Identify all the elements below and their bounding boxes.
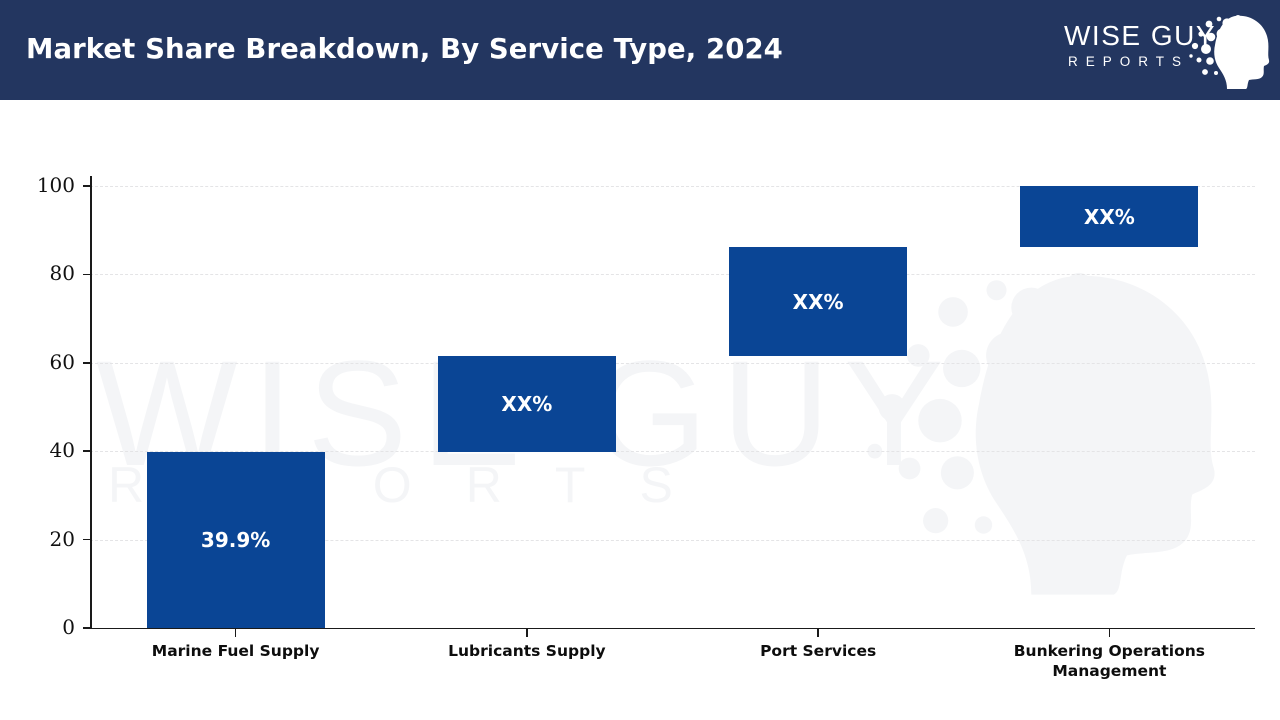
bar-1[interactable]: 39.9% <box>146 451 325 628</box>
dotted-head-silhouette-icon <box>1189 15 1270 89</box>
y-tick-mark <box>83 627 90 629</box>
x-tick-label: Bunkering Operations Management <box>1013 642 1206 680</box>
gridline <box>90 451 1255 453</box>
y-axis-line <box>90 176 92 629</box>
y-tick-label: 80 <box>49 261 75 286</box>
brand-logo-secondary-text: REPORTS <box>1068 54 1190 69</box>
y-tick-mark <box>83 538 90 541</box>
y-tick-label: 20 <box>49 526 75 551</box>
brand-logo: WISE GUY REPORTS <box>1060 8 1275 92</box>
gridline <box>90 539 1255 541</box>
x-tick-label: Lubricants Supply <box>448 642 606 660</box>
y-tick-mark <box>83 273 90 276</box>
x-tick-label: Marine Fuel Supply <box>151 642 320 660</box>
chart-plot-area: WISE GUY REPORTS <box>0 100 1280 720</box>
y-tick-label: 40 <box>49 438 75 463</box>
gridline <box>90 274 1255 276</box>
bar-value-label: XX% <box>1083 204 1135 229</box>
y-tick-label: 0 <box>62 615 75 639</box>
brand-logo-primary-text: WISE GUY <box>1064 20 1217 51</box>
x-tick-mark <box>234 629 237 637</box>
x-tick-mark <box>526 629 528 637</box>
bar-value-label: XX% <box>792 289 844 314</box>
y-tick-label: 60 <box>49 349 75 374</box>
gridline <box>90 186 1255 187</box>
bar-4[interactable]: XX% <box>1020 186 1199 248</box>
y-tick-mark <box>83 450 90 452</box>
gridline <box>90 362 1255 364</box>
y-tick-label: 100 <box>36 173 75 197</box>
x-axis-line <box>90 627 1255 630</box>
y-tick-mark <box>83 362 90 364</box>
x-tick-mark <box>817 629 819 637</box>
bar-2[interactable]: XX% <box>437 355 616 452</box>
x-tick-mark <box>1108 629 1111 637</box>
bar-value-label: XX% <box>501 391 553 416</box>
page-header: Market Share Breakdown, By Service Type,… <box>0 0 1280 100</box>
page-title: Market Share Breakdown, By Service Type,… <box>26 33 783 65</box>
bar-3[interactable]: XX% <box>729 247 908 356</box>
x-tick-label: Port Services <box>760 642 877 660</box>
y-tick-mark <box>83 185 90 187</box>
bar-value-label: 39.9% <box>200 527 271 552</box>
